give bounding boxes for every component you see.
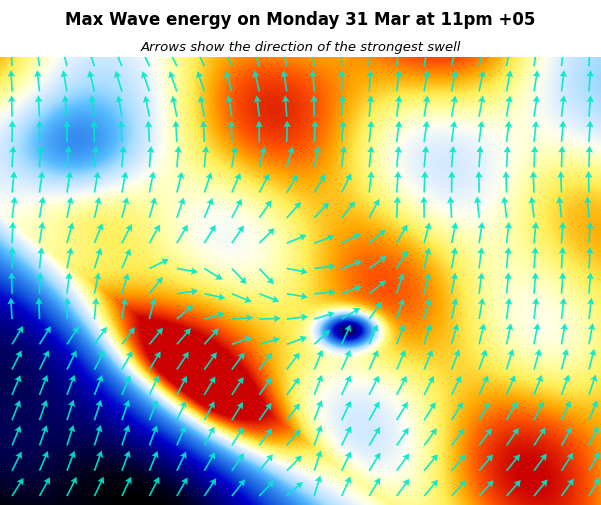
Text: Max Wave energy on Monday 31 Mar at 11pm +05: Max Wave energy on Monday 31 Mar at 11pm… xyxy=(66,11,535,29)
Text: Arrows show the direction of the strongest swell: Arrows show the direction of the stronge… xyxy=(140,41,461,54)
